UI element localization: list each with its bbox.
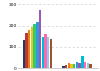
Bar <box>50 39 52 68</box>
Bar <box>89 64 92 68</box>
Bar <box>28 30 30 68</box>
Bar <box>70 64 73 68</box>
Bar <box>76 62 78 68</box>
Bar <box>39 10 41 68</box>
Bar <box>68 63 70 68</box>
Bar <box>86 63 89 68</box>
Bar <box>44 34 47 68</box>
Bar <box>36 22 39 68</box>
Bar <box>34 24 36 68</box>
Bar <box>65 65 67 68</box>
Bar <box>62 66 65 68</box>
Bar <box>25 33 28 68</box>
Bar <box>78 63 81 68</box>
Bar <box>84 62 86 68</box>
Bar <box>73 64 75 68</box>
Bar <box>31 27 33 68</box>
Bar <box>23 40 25 68</box>
Bar <box>42 37 44 68</box>
Bar <box>81 56 84 68</box>
Bar <box>47 37 49 68</box>
